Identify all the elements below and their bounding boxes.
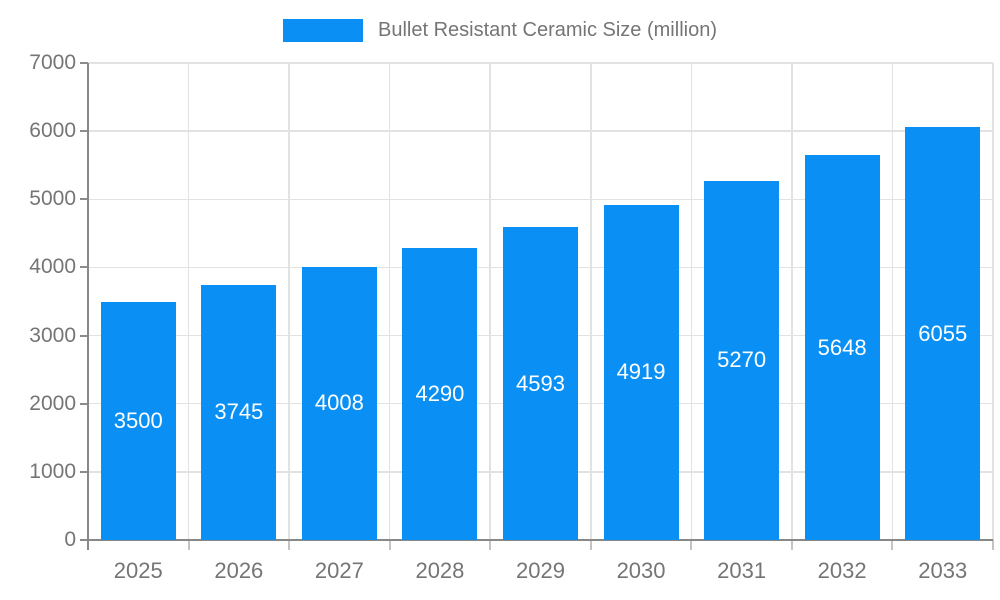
gridline-horizontal: [88, 130, 993, 132]
bar-value-label: 6055: [918, 320, 968, 346]
legend-label: Bullet Resistant Ceramic Size (million): [378, 18, 717, 41]
x-axis-tick: [790, 540, 793, 550]
x-tick-label: 2028: [415, 558, 465, 583]
gridline-vertical: [791, 63, 793, 540]
x-axis-tick: [489, 540, 492, 550]
gridline-vertical: [288, 63, 290, 540]
bar-value-label: 4290: [415, 380, 465, 406]
gridline-horizontal: [88, 62, 993, 64]
x-tick-label: 2027: [314, 558, 364, 583]
x-axis-tick: [589, 540, 592, 550]
bar-value-label: 4008: [314, 390, 364, 416]
bar: [603, 204, 679, 540]
bar: [100, 301, 176, 540]
gridline-vertical: [187, 63, 190, 540]
bar-value-label: 4919: [616, 359, 666, 385]
gridline-horizontal: [88, 198, 993, 201]
y-tick-label: 6000: [29, 119, 76, 143]
gridline-vertical: [590, 63, 592, 540]
bar-value-label: 4593: [516, 370, 565, 396]
y-tick-label: 7000: [29, 51, 76, 74]
bar: [503, 227, 578, 540]
legend-swatch: [283, 18, 363, 42]
gridline-vertical: [891, 63, 894, 540]
bar-value-label: 5648: [817, 334, 867, 360]
bar: [301, 266, 377, 540]
bar: [402, 247, 478, 540]
y-tick-label: 1000: [29, 459, 76, 483]
bar-value-label: 3745: [214, 399, 264, 425]
y-tick-label: 5000: [29, 187, 76, 211]
y-axis-tick: [80, 334, 88, 337]
bar: [804, 155, 880, 540]
y-axis-tick: [80, 266, 88, 269]
bar: [905, 127, 981, 540]
y-axis-line: [87, 63, 89, 550]
x-tick-label: 2025: [113, 558, 163, 583]
gridline-vertical: [489, 63, 491, 540]
x-axis-tick: [690, 540, 693, 550]
bar: [201, 284, 277, 540]
bar-value-label: 3500: [113, 407, 163, 433]
x-tick-label: 2029: [516, 558, 565, 583]
y-tick-label: 0: [64, 528, 76, 551]
y-axis-tick: [80, 402, 88, 405]
x-tick-label: 2032: [817, 558, 867, 583]
x-tick-label: 2033: [918, 558, 968, 583]
x-axis-tick: [992, 540, 994, 550]
y-tick-label: 4000: [29, 255, 76, 279]
x-axis-line: [80, 539, 993, 541]
x-axis-tick: [288, 540, 291, 550]
gridline-vertical: [690, 63, 693, 540]
y-axis-tick: [80, 62, 88, 64]
bar: [704, 180, 780, 540]
x-axis-tick: [388, 540, 391, 550]
gridline-vertical: [992, 63, 994, 540]
bar-value-label: 5270: [717, 347, 767, 373]
x-tick-label: 2026: [214, 558, 264, 583]
y-axis-tick: [80, 130, 88, 133]
x-axis-tick: [187, 540, 190, 550]
y-tick-label: 3000: [29, 323, 76, 347]
chart-legend: Bullet Resistant Ceramic Size (million): [0, 17, 1000, 43]
y-tick-label: 2000: [29, 391, 76, 415]
x-axis-tick: [891, 540, 894, 550]
y-axis-tick: [80, 470, 88, 473]
y-axis-tick: [80, 198, 88, 201]
x-tick-label: 2030: [616, 558, 666, 583]
gridline-vertical: [388, 63, 391, 540]
x-tick-label: 2031: [717, 558, 767, 583]
